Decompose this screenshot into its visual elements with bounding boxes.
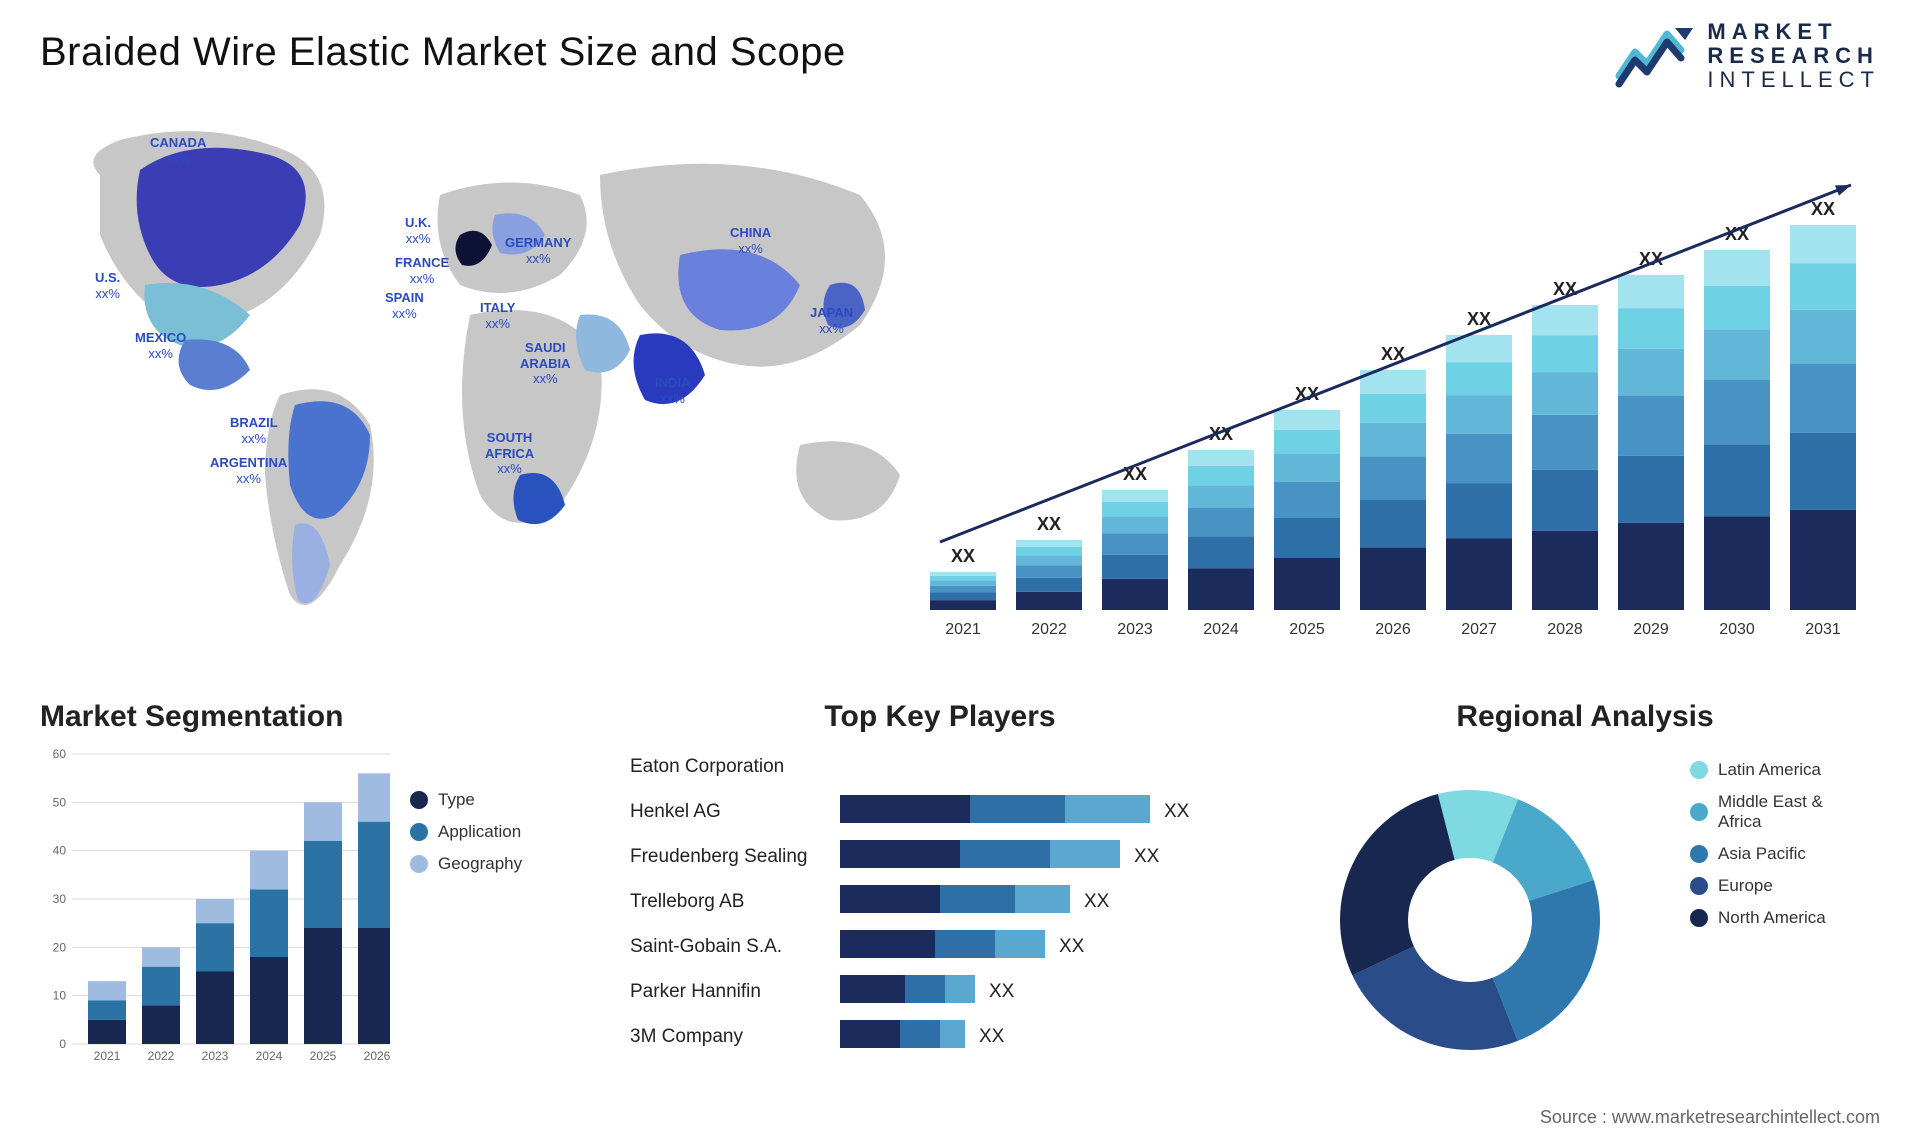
svg-text:10: 10	[53, 989, 67, 1003]
legend-item: Geography	[410, 854, 522, 874]
svg-text:XX: XX	[1811, 199, 1835, 219]
regional-legend: Latin America Middle East & Africa Asia Pa…	[1690, 760, 1870, 928]
logo-mark-icon	[1615, 24, 1695, 88]
segmentation-chart: 0 10 20 30 40 50 60 2021 2022 2023 2024 2025 2026	[40, 744, 390, 1074]
svg-text:2024: 2024	[256, 1049, 283, 1063]
svg-text:XX: XX	[951, 546, 975, 566]
svg-text:2023: 2023	[1117, 621, 1153, 638]
map-label: INDIAxx%	[655, 375, 690, 406]
svg-text:2025: 2025	[310, 1049, 337, 1063]
legend-item: Europe	[1690, 876, 1870, 896]
world-map-icon	[40, 115, 940, 675]
segmentation-panel: Market Segmentation 0 10 20 30 40 50 60 2021 202…	[40, 700, 600, 1090]
svg-text:Parker Hannifin: Parker Hannifin	[630, 981, 761, 1002]
svg-text:2027: 2027	[1461, 621, 1497, 638]
svg-text:XX: XX	[979, 1026, 1005, 1047]
map-label: ARGENTINAxx%	[210, 455, 287, 486]
svg-text:XX: XX	[1037, 514, 1061, 534]
svg-text:2030: 2030	[1719, 621, 1755, 638]
svg-text:2022: 2022	[1031, 621, 1067, 638]
regional-title: Regional Analysis	[1290, 700, 1880, 734]
logo-line1: MARKET	[1707, 20, 1880, 44]
svg-text:2026: 2026	[364, 1049, 390, 1063]
svg-text:XX: XX	[989, 981, 1015, 1002]
svg-text:2021: 2021	[94, 1049, 121, 1063]
world-map-panel: CANADAxx% U.S.xx% MEXICOxx% BRAZILxx% ARGENT…	[40, 115, 940, 675]
map-label: CHINAxx%	[730, 225, 771, 256]
svg-text:2028: 2028	[1547, 621, 1583, 638]
segmentation-title: Market Segmentation	[40, 700, 600, 734]
map-label: U.K.xx%	[405, 215, 431, 246]
svg-text:30: 30	[53, 892, 67, 906]
source-credit: Source : www.marketresearchintellect.com	[1540, 1107, 1880, 1128]
svg-text:2022: 2022	[148, 1049, 175, 1063]
svg-text:0: 0	[59, 1037, 66, 1051]
svg-text:XX: XX	[1134, 846, 1160, 867]
svg-text:2024: 2024	[1203, 621, 1239, 638]
svg-text:Freudenberg Sealing: Freudenberg Sealing	[630, 846, 807, 867]
map-label: SAUDIARABIAxx%	[520, 340, 571, 387]
regional-donut-chart	[1310, 750, 1630, 1070]
svg-text:XX: XX	[1084, 891, 1110, 912]
legend-item: Application	[410, 822, 522, 842]
map-label: U.S.xx%	[95, 270, 120, 301]
players-panel: Top Key Players Eaton Corporation Henkel …	[620, 700, 1260, 1090]
legend-item: Middle East & Africa	[1690, 792, 1870, 832]
legend-item: Asia Pacific	[1690, 844, 1870, 864]
map-label: SOUTHAFRICAxx%	[485, 430, 534, 477]
legend-item: Latin America	[1690, 760, 1870, 780]
svg-text:50: 50	[53, 795, 67, 809]
svg-text:2021: 2021	[945, 621, 981, 638]
svg-text:20: 20	[53, 940, 67, 954]
svg-text:2029: 2029	[1633, 621, 1669, 638]
logo-line2: RESEARCH	[1707, 44, 1880, 68]
svg-text:XX: XX	[1164, 801, 1190, 822]
brand-logo: MARKET RESEARCH INTELLECT	[1615, 20, 1880, 93]
legend-item: Type	[410, 790, 522, 810]
svg-text:40: 40	[53, 844, 67, 858]
svg-text:Henkel AG: Henkel AG	[630, 801, 721, 822]
svg-text:2031: 2031	[1805, 621, 1841, 638]
main-growth-chart: 2021XX2022XX2023XX2024XX2025XX2026XX2027…	[910, 115, 1870, 675]
map-label: SPAINxx%	[385, 290, 424, 321]
svg-text:3M Company: 3M Company	[630, 1026, 743, 1047]
svg-text:2026: 2026	[1375, 621, 1411, 638]
players-title: Top Key Players	[620, 700, 1260, 734]
legend-item: North America	[1690, 908, 1870, 928]
map-label: CANADAxx%	[150, 135, 206, 166]
map-label: BRAZILxx%	[230, 415, 278, 446]
svg-text:XX: XX	[1059, 936, 1085, 957]
map-label: ITALYxx%	[480, 300, 515, 331]
svg-text:Trelleborg AB: Trelleborg AB	[630, 891, 744, 912]
players-chart: Eaton Corporation Henkel AG XX Freudenberg …	[620, 744, 1260, 1084]
map-label: GERMANYxx%	[505, 235, 571, 266]
svg-text:Eaton Corporation: Eaton Corporation	[630, 756, 784, 777]
main-chart-svg: 2021XX2022XX2023XX2024XX2025XX2026XX2027…	[910, 115, 1870, 675]
logo-line3: INTELLECT	[1707, 68, 1880, 92]
segmentation-legend: Type Application Geography	[410, 790, 522, 874]
regional-panel: Regional Analysis Latin America Middle Ea…	[1290, 700, 1880, 1090]
page-title: Braided Wire Elastic Market Size and Sco…	[40, 30, 846, 75]
svg-text:2025: 2025	[1289, 621, 1325, 638]
map-label: JAPANxx%	[810, 305, 853, 336]
svg-text:60: 60	[53, 747, 67, 761]
map-label: FRANCExx%	[395, 255, 449, 286]
svg-text:Saint-Gobain S.A.: Saint-Gobain S.A.	[630, 936, 782, 957]
map-label: MEXICOxx%	[135, 330, 186, 361]
svg-text:2023: 2023	[202, 1049, 229, 1063]
